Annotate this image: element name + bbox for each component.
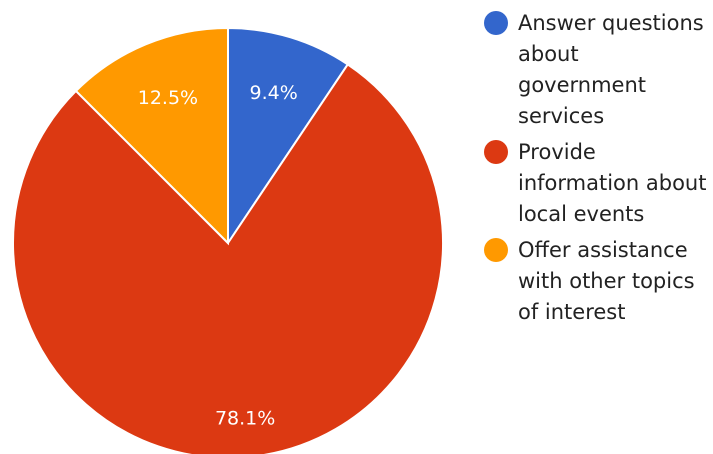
pie-slices (12, 26, 444, 454)
legend-marker-answer-questions (484, 11, 508, 35)
pie-slice-offer-assistance[interactable] (74, 26, 229, 246)
legend-item-answer-questions[interactable]: Answer questions about government servic… (484, 8, 712, 132)
slice-value-label: 12.5% (138, 87, 198, 109)
legend-label-provide-information: Provide information about local events (518, 140, 707, 226)
legend-label-offer-assistance: Offer assistance with other topics of in… (518, 238, 695, 324)
legend-item-provide-information[interactable]: Provide information about local events (484, 137, 712, 230)
legend: Answer questions about government servic… (484, 8, 712, 333)
pie-slice-provide-information[interactable] (12, 63, 444, 454)
legend-label-answer-questions: Answer questions about government servic… (518, 11, 704, 128)
pie-slice-answer-questions[interactable] (227, 26, 350, 247)
legend-item-offer-assistance[interactable]: Offer assistance with other topics of in… (484, 235, 712, 328)
slice-value-label: 9.4% (250, 82, 298, 104)
slice-value-label: 78.1% (215, 407, 275, 429)
pie-labels: 9.4% 78.1% 12.5% (138, 82, 298, 430)
legend-marker-offer-assistance (484, 238, 508, 262)
legend-marker-provide-information (484, 140, 508, 164)
